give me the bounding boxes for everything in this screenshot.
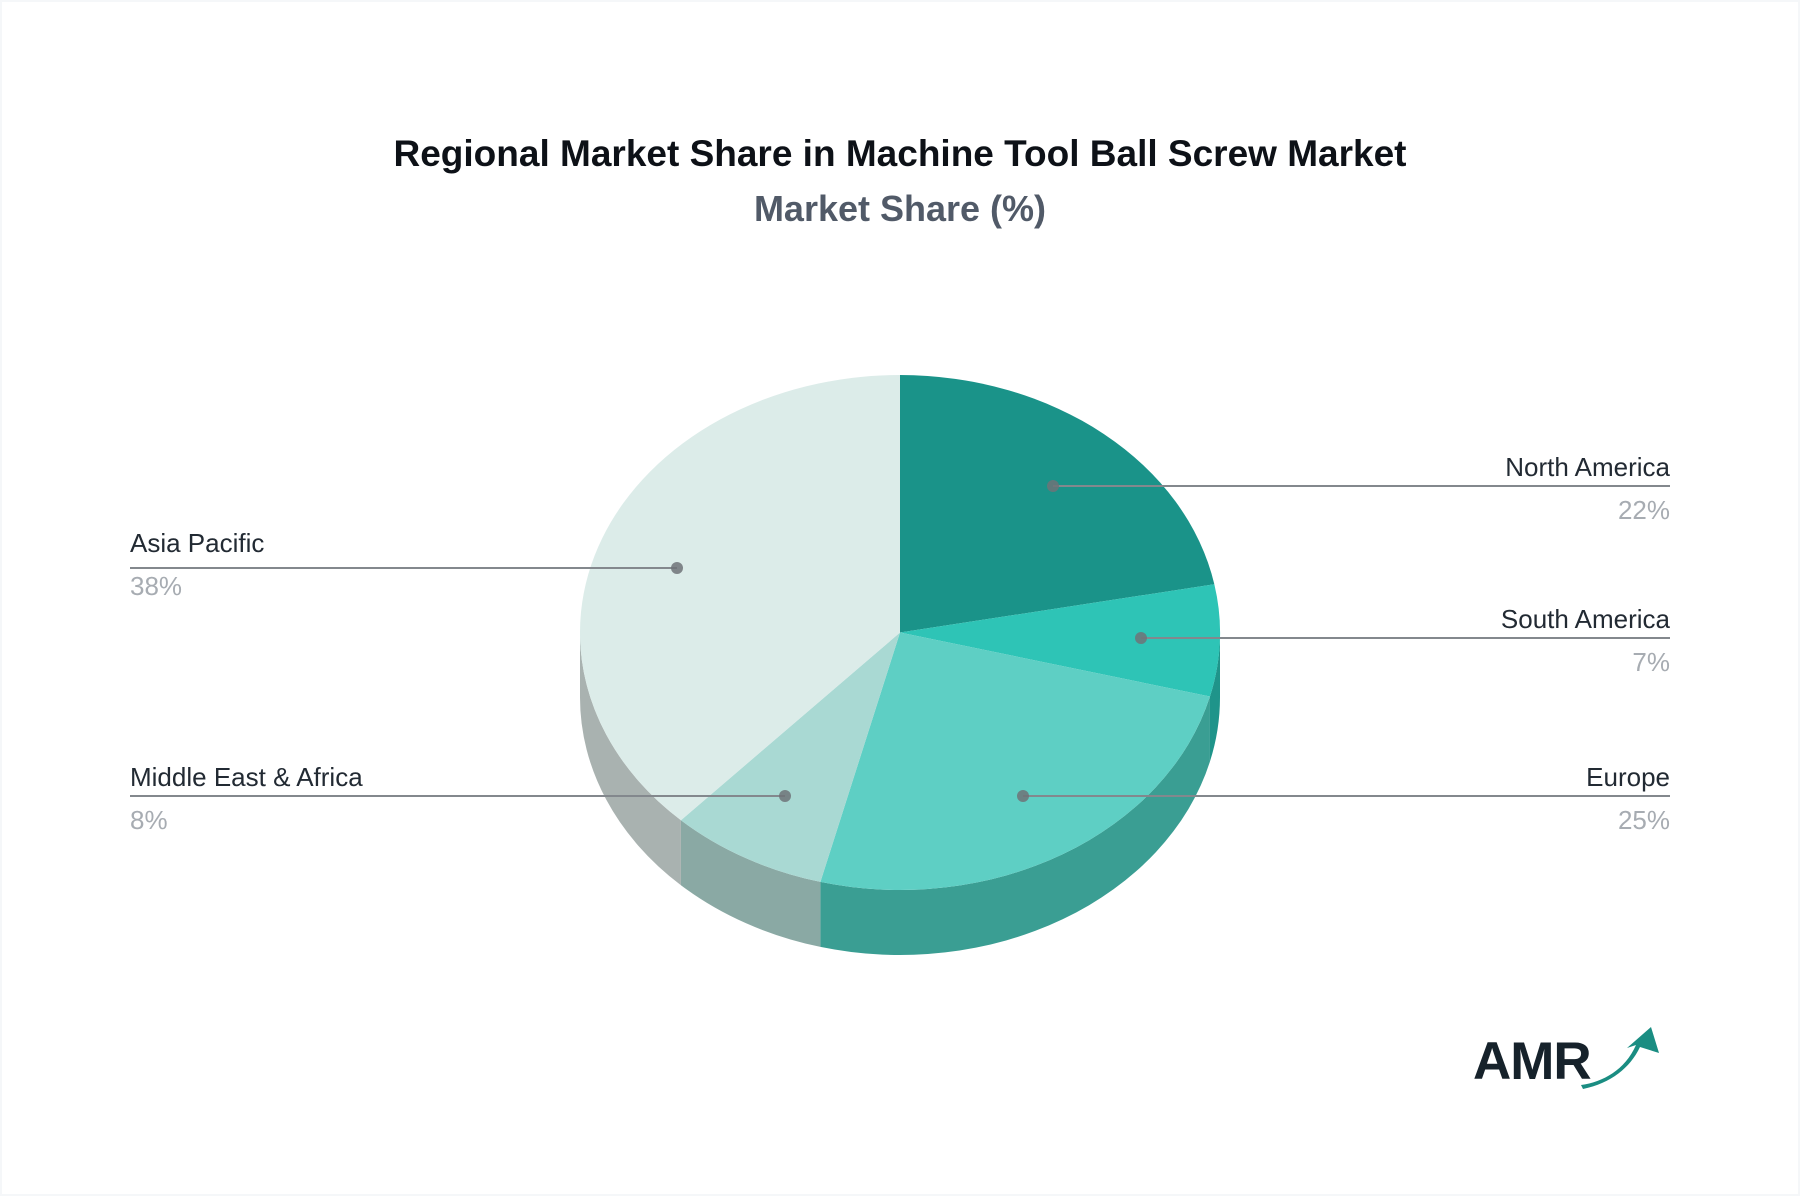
svg-text:AMR: AMR bbox=[1473, 1032, 1591, 1091]
